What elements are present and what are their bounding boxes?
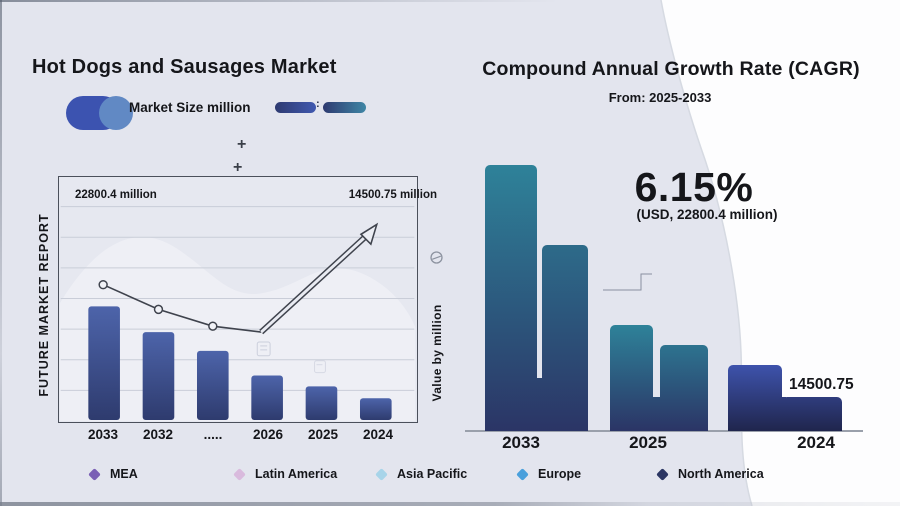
frame-bottom-edge xyxy=(0,502,900,506)
side-watermark-text: FUTURE MARKET REPORT xyxy=(37,213,51,397)
legend-item-mea: MEA xyxy=(88,464,138,484)
wave-shape xyxy=(661,0,900,506)
market-size-bars xyxy=(88,306,392,421)
x-label-2033: 2033 xyxy=(502,433,540,452)
plus-icon: + xyxy=(237,136,247,153)
pill-separator: : xyxy=(316,98,320,110)
trend-line-group xyxy=(98,222,379,335)
gradient-pill-icon xyxy=(323,102,366,113)
x-label-.....: ..... xyxy=(203,427,223,442)
cagr-value: 6.15% xyxy=(634,164,754,210)
cagr-title: Compound Annual Growth Rate (CAGR) xyxy=(482,58,860,80)
annotation-end-value: 14500.75 million xyxy=(348,189,437,201)
frame-top-edge xyxy=(0,0,900,2)
trend-marker xyxy=(153,304,164,315)
market-size-bar-..... xyxy=(196,350,229,421)
region-legend: MEA Latin America Asia Pacific Europe North … xyxy=(0,464,900,488)
cagr-value-note: (USD, 22800.4 million) xyxy=(636,207,778,222)
trend-marker xyxy=(98,279,108,290)
market-size-bar-2032 xyxy=(142,332,175,421)
x-label-2032: 2032 xyxy=(142,427,174,442)
legend-item-europe: Europe xyxy=(516,464,582,484)
diamond-icon xyxy=(656,467,669,481)
bar-value-label: 14500.75 xyxy=(789,376,854,393)
cylinder-database-icon xyxy=(66,96,133,130)
y-axis-label: Value by million xyxy=(430,304,444,402)
legend-label: MEA xyxy=(110,467,138,481)
trend-line xyxy=(102,283,262,333)
gradient-pill-icon xyxy=(275,102,316,113)
legend-item-asia-pacific: Asia Pacific xyxy=(375,464,468,484)
diamond-icon xyxy=(88,467,101,481)
cagr-bars xyxy=(485,165,842,431)
legend-item-latin-america: Latin America xyxy=(233,464,338,484)
legend-label: Latin America xyxy=(255,467,338,481)
x-label-2024: 2024 xyxy=(797,433,835,452)
plus-icon: + xyxy=(233,159,243,176)
market-size-chart xyxy=(58,176,418,423)
market-size-bar-2026 xyxy=(251,375,283,421)
cagr-bar-pair-2033 xyxy=(485,165,588,431)
legend-label: Europe xyxy=(538,467,582,481)
legend-item-north-america: North America xyxy=(656,464,764,484)
x-label-2033: 2033 xyxy=(87,427,119,442)
diamond-icon xyxy=(375,467,388,481)
market-size-bar-2025 xyxy=(305,386,338,421)
market-size-bar-2024 xyxy=(359,398,392,421)
market-size-x-axis: 2033 2032..... 2026 2025 2024 xyxy=(0,427,430,445)
diamond-icon xyxy=(233,467,246,481)
frame-left-edge xyxy=(0,0,2,506)
x-label-2025: 2025 xyxy=(629,433,667,452)
x-label-2024: 2024 xyxy=(362,427,394,442)
trend-marker xyxy=(208,321,218,331)
x-label-2025: 2025 xyxy=(307,427,339,442)
cagr-subtitle: From: 2025-2033 xyxy=(608,90,712,105)
cagr-chart-canvas xyxy=(465,165,863,432)
cagr-bar-pair-2025 xyxy=(610,325,708,431)
legend-label: Asia Pacific xyxy=(397,467,468,481)
cagr-x-axis: 2033 2025 2024 xyxy=(455,433,880,453)
market-size-bar-2033 xyxy=(88,306,120,421)
diamond-icon xyxy=(516,467,529,481)
circle-slash-icon xyxy=(430,251,443,264)
x-label-2026: 2026 xyxy=(252,427,284,442)
trend-arrow-head xyxy=(359,222,379,246)
market-size-label: Market Size million xyxy=(129,100,251,115)
cylinder-cap xyxy=(99,96,133,130)
legend-label: North America xyxy=(678,467,764,481)
market-size-chart-canvas xyxy=(59,206,416,421)
cagr-bar-pair-2024 xyxy=(728,365,842,431)
annotation-start-value: 22800.4 million xyxy=(75,189,157,201)
ghost-document-icons xyxy=(256,341,326,374)
step-decoration-line xyxy=(603,273,652,291)
page-title: Hot Dogs and Sausages Market xyxy=(32,56,337,78)
